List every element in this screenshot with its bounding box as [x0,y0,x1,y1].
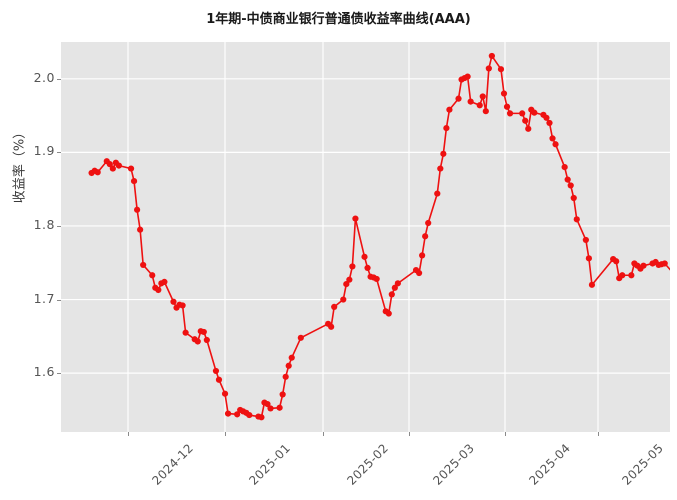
plot-area [61,42,670,432]
x-tick-mark [225,432,226,436]
y-tick-label: 1.7 [33,290,55,306]
y-tick-mark [57,299,61,301]
x-tick-label: 2025-05 [619,441,667,488]
y-tick-label: 2.0 [33,69,55,85]
y-tick-label: 1.6 [33,364,55,380]
gridlines [61,42,670,432]
x-tick-mark [128,432,129,436]
y-tick-mark [57,152,61,154]
x-tick-label: 2025-03 [430,441,478,488]
y-tick-label: 1.8 [33,216,55,232]
y-tick-mark [57,373,61,375]
y-axis-label: 收益率（%） [12,125,28,204]
x-tick-mark [505,432,506,436]
y-tick-mark [57,78,61,80]
x-tick-label: 2025-04 [526,441,574,488]
x-tick-mark [598,432,599,436]
x-tick-label: 2025-02 [344,441,392,488]
x-tick-label: 2025-01 [246,441,294,488]
x-tick-label: 2024-12 [149,441,197,488]
x-tick-mark [409,432,410,436]
y-tick-label: 1.9 [33,143,55,159]
series-canvas [61,42,670,432]
data-series [88,52,670,421]
x-tick-mark [323,432,324,436]
y-tick-mark [57,225,61,227]
chart-title: 1年期-中债商业银行普通债收益率曲线(AAA) [206,12,471,27]
